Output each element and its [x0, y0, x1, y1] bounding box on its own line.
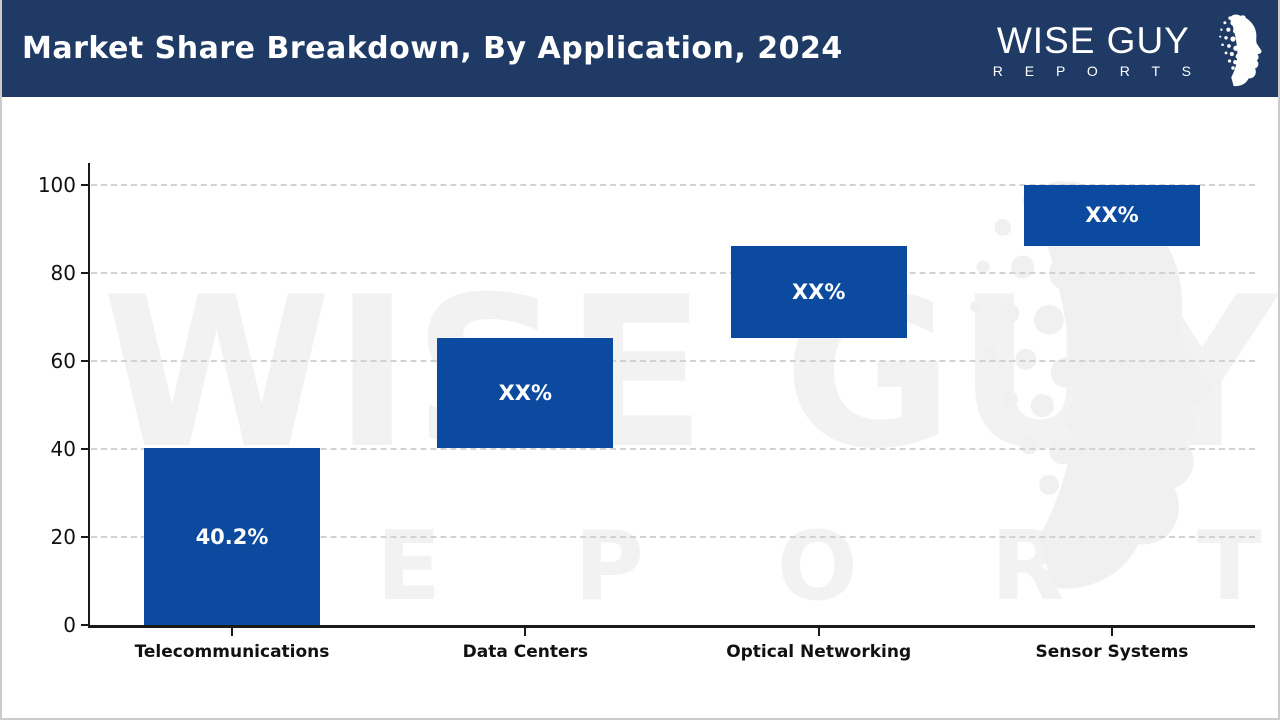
y-tick-mark — [81, 360, 90, 362]
y-tick-label: 0 — [63, 613, 76, 637]
bar-value-label: XX% — [1085, 203, 1139, 228]
bar: 40.2% — [144, 448, 320, 625]
x-category-label: Data Centers — [462, 642, 589, 662]
y-tick-label: 100 — [37, 173, 76, 197]
x-category-label: Telecommunications — [134, 642, 330, 662]
x-category-label: Optical Networking — [726, 642, 912, 662]
y-axis — [88, 163, 90, 627]
gridline — [91, 184, 1255, 186]
gridline — [91, 448, 1255, 450]
x-tick-mark — [817, 628, 820, 636]
logo-text: WISE GUY R E P O R T S — [987, 22, 1200, 78]
header: Market Share Breakdown, By Application, … — [2, 0, 1278, 97]
y-tick-mark — [81, 184, 90, 186]
y-tick-mark — [81, 624, 90, 626]
y-tick-label: 20 — [50, 525, 76, 549]
logo-wiseguy-label: WISE GUY — [996, 20, 1190, 61]
x-tick-mark — [1110, 628, 1113, 636]
gridline — [91, 536, 1255, 538]
bar-value-label: XX% — [791, 279, 846, 304]
bar: XX% — [730, 245, 907, 339]
x-tick-mark — [524, 628, 527, 636]
x-category-label: Sensor Systems — [1035, 642, 1189, 662]
logo-head-icon — [1219, 14, 1262, 87]
bar-value-label: 40.2% — [195, 524, 269, 549]
gridline — [91, 360, 1255, 362]
y-tick-label: 80 — [50, 261, 76, 285]
y-tick-label: 60 — [50, 349, 76, 373]
bar-value-label: XX% — [498, 381, 553, 406]
y-tick-label: 40 — [50, 437, 76, 461]
bar: XX% — [437, 338, 614, 449]
x-tick-mark — [231, 628, 233, 636]
bar: XX% — [1023, 185, 1200, 246]
y-tick-mark — [81, 448, 90, 450]
chart-plot-area: 0 20 40 60 80 100 40.2% Telecommunications XX% Da… — [2, 97, 1278, 718]
gridline — [91, 272, 1255, 274]
x-axis — [88, 625, 1255, 628]
logo-reports-label: R E P O R T S — [992, 63, 1200, 79]
logo: WISE GUY R E P O R T S — [987, 10, 1262, 90]
y-tick-mark — [81, 536, 90, 538]
y-tick-mark — [81, 272, 90, 274]
page-title: Market Share Breakdown, By Application, … — [22, 31, 843, 66]
